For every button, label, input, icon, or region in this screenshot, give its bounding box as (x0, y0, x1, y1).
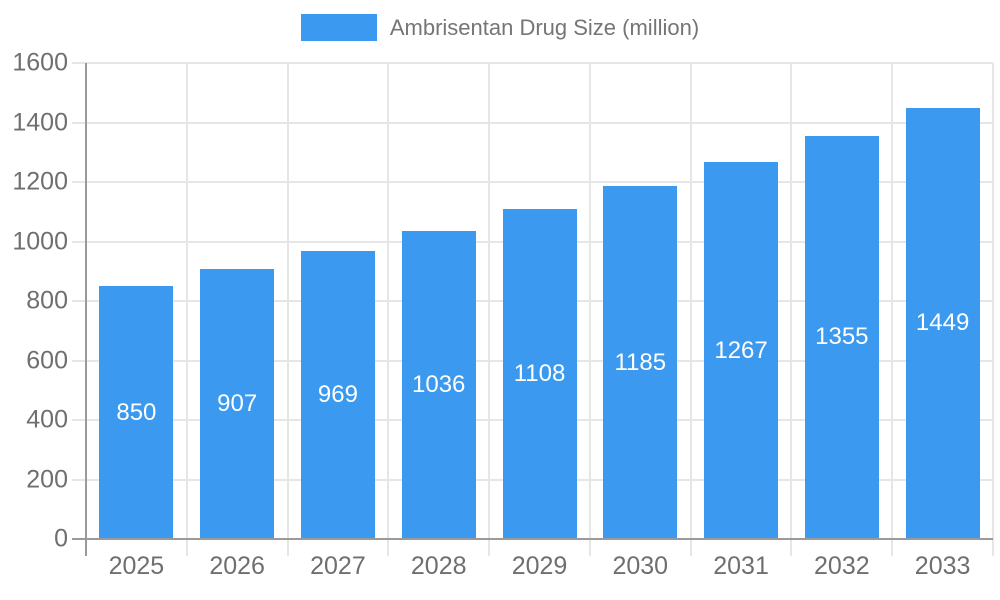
y-axis-label-1600: 1600 (12, 48, 68, 77)
gridline-y-1400 (86, 121, 993, 124)
legend-swatch (300, 14, 377, 41)
gridline-x-8 (891, 63, 894, 539)
gridline-x-2 (286, 63, 289, 539)
ytick-1200 (72, 181, 86, 183)
x-axis-label-2031: 2031 (713, 552, 769, 580)
gridline-y-1200 (86, 181, 993, 183)
x-axis-label-2033: 2033 (914, 552, 971, 580)
y-axis-label-1400: 1400 (12, 108, 68, 136)
xtick-9 (992, 539, 994, 556)
bar-2028: 1036 (401, 230, 476, 539)
xtick-2 (286, 539, 289, 556)
x-axis-label-2032: 2032 (814, 552, 870, 580)
y-axis-label-800: 800 (26, 286, 68, 315)
gridline-y-1600 (86, 62, 993, 64)
gridline-x-4 (488, 63, 491, 539)
xtick-8 (891, 539, 894, 556)
chart-legend[interactable]: Ambrisentan Drug Size (million) (0, 14, 1000, 41)
bar-2026: 907 (200, 269, 275, 539)
bar-2030: 1185 (603, 186, 678, 539)
xtick-5 (588, 539, 591, 556)
ytick-600 (72, 359, 86, 362)
y-axis-label-0: 0 (54, 524, 68, 553)
bar-value-label-2031: 1267 (714, 336, 768, 364)
gridline-x-5 (588, 63, 591, 539)
x-axis-label-2030: 2030 (612, 552, 669, 580)
bar-value-label-2026: 907 (217, 390, 258, 418)
bar-2032: 1355 (804, 135, 879, 539)
bar-value-label-2025: 850 (116, 398, 157, 426)
x-axis-line (72, 538, 993, 540)
x-axis-label-2027: 2027 (310, 552, 366, 580)
ytick-400 (72, 419, 86, 421)
legend-label: Ambrisentan Drug Size (million) (389, 14, 700, 40)
y-axis-label-1000: 1000 (12, 227, 68, 255)
ytick-800 (72, 300, 86, 302)
bar-2027: 969 (300, 250, 375, 539)
bar-2033: 1449 (905, 107, 980, 539)
gridline-x-9 (992, 63, 994, 539)
bar-2031: 1267 (704, 162, 779, 539)
x-axis-label-2026: 2026 (209, 552, 265, 580)
gridline-x-7 (790, 63, 793, 539)
y-axis-label-600: 600 (26, 346, 68, 374)
ytick-200 (72, 478, 86, 481)
xtick-4 (488, 539, 491, 556)
bar-value-label-2028: 1036 (412, 370, 466, 398)
y-axis-label-400: 400 (26, 405, 68, 434)
y-axis-label-200: 200 (26, 465, 68, 493)
x-axis-label-2025: 2025 (108, 552, 165, 580)
y-axis-line (85, 63, 87, 556)
bar-2025: 850 (99, 286, 174, 539)
xtick-1 (185, 539, 188, 556)
x-axis-label-2029: 2029 (511, 552, 568, 580)
bar-value-label-2032: 1355 (815, 323, 869, 351)
bar-value-label-2027: 969 (317, 380, 358, 408)
ytick-1400 (72, 121, 86, 124)
y-axis-label-1200: 1200 (12, 167, 68, 196)
bar-2029: 1108 (502, 209, 577, 539)
bar-value-label-2029: 1108 (513, 360, 566, 388)
ytick-1600 (72, 62, 86, 64)
xtick-3 (387, 539, 390, 556)
xtick-7 (790, 539, 793, 556)
x-axis-label-2028: 2028 (410, 552, 467, 580)
gridline-x-6 (689, 63, 692, 539)
ytick-1000 (72, 240, 86, 243)
bar-value-label-2030: 1185 (614, 348, 667, 376)
gridline-x-3 (387, 63, 390, 539)
xtick-6 (689, 539, 692, 556)
bar-value-label-2033: 1449 (915, 309, 970, 337)
gridline-x-1 (185, 63, 188, 539)
